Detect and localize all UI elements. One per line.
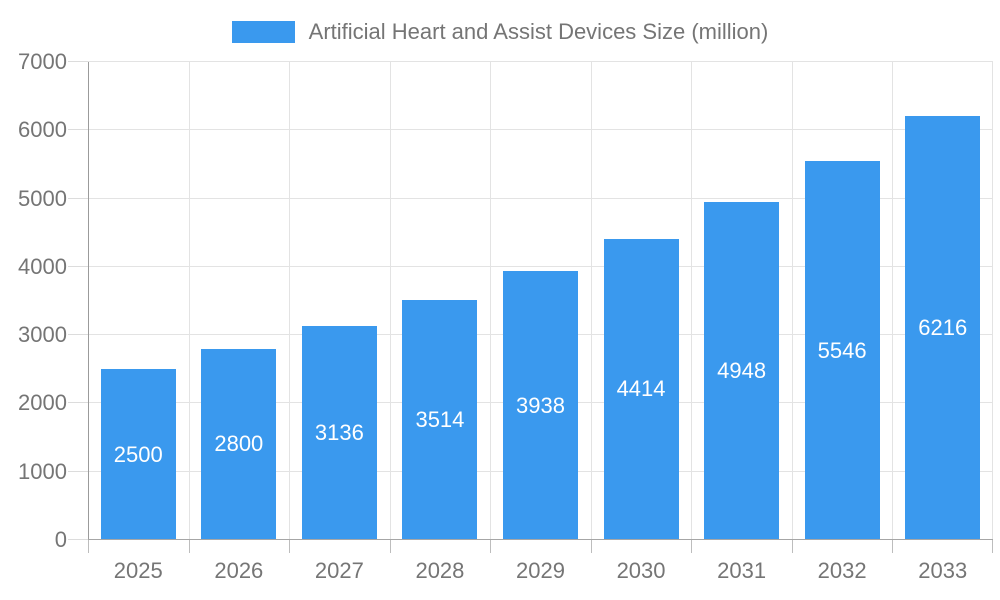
x-tick-label: 2026 bbox=[214, 558, 264, 583]
bar[interactable]: 5546 bbox=[804, 161, 880, 540]
x-tick-label: 2028 bbox=[415, 558, 465, 583]
y-tick bbox=[68, 197, 88, 199]
y-axis-line bbox=[88, 62, 89, 553]
y-tick-label: 7000 bbox=[18, 49, 67, 74]
legend-label: Artificial Heart and Assist Devices Size… bbox=[308, 19, 769, 44]
bar-value-label: 2500 bbox=[113, 441, 163, 467]
bar[interactable]: 4948 bbox=[704, 202, 780, 540]
y-tick-label: 3000 bbox=[18, 322, 67, 348]
y-tick bbox=[68, 334, 88, 336]
bar-value-label: 2800 bbox=[214, 431, 264, 457]
y-tick bbox=[68, 470, 88, 472]
bar[interactable]: 4414 bbox=[603, 238, 679, 540]
bar-value-label: 3514 bbox=[415, 407, 465, 433]
bar[interactable]: 2500 bbox=[100, 369, 176, 540]
x-tick bbox=[490, 540, 492, 553]
x-tick bbox=[992, 540, 993, 553]
x-axis-line bbox=[88, 539, 993, 540]
bar-value-label: 4948 bbox=[717, 358, 767, 384]
bar[interactable]: 3938 bbox=[503, 271, 578, 540]
gridline-vertical bbox=[992, 62, 993, 540]
y-tick bbox=[68, 539, 88, 540]
x-tick-label: 2031 bbox=[717, 558, 767, 583]
x-tick bbox=[590, 540, 592, 553]
bar[interactable]: 6216 bbox=[905, 115, 981, 540]
bar-value-label: 3136 bbox=[314, 419, 364, 445]
x-tick bbox=[188, 540, 190, 553]
gridline-vertical bbox=[289, 62, 291, 540]
x-tick bbox=[88, 540, 89, 553]
x-tick bbox=[691, 540, 693, 553]
bar[interactable]: 2800 bbox=[201, 348, 277, 540]
y-tick bbox=[68, 402, 88, 404]
y-tick-label: 1000 bbox=[18, 458, 67, 484]
x-tick bbox=[791, 540, 793, 553]
y-tick bbox=[68, 129, 88, 131]
bar[interactable]: 3136 bbox=[301, 325, 377, 540]
chart-legend[interactable]: Artificial Heart and Assist Devices Size… bbox=[0, 20, 1000, 44]
y-tick-label: 5000 bbox=[18, 185, 67, 211]
y-tick-label: 2000 bbox=[18, 390, 67, 416]
x-tick-label: 2029 bbox=[516, 558, 565, 583]
gridline-vertical bbox=[892, 62, 894, 540]
gridline-horizontal bbox=[88, 129, 993, 131]
gridline-vertical bbox=[188, 62, 190, 540]
bar-value-label: 5546 bbox=[817, 337, 867, 363]
x-tick-label: 2032 bbox=[817, 558, 867, 583]
y-tick-label: 0 bbox=[54, 527, 67, 552]
x-tick-label: 2033 bbox=[918, 558, 968, 583]
gridline-horizontal bbox=[88, 265, 993, 267]
plot-area: 0 1000 2000 3000 4000 5000 6000 7000 2025 2026 202… bbox=[18, 49, 993, 583]
x-tick-label: 2025 bbox=[113, 558, 163, 583]
y-tick bbox=[68, 61, 88, 62]
gridline-vertical bbox=[590, 62, 592, 540]
gridline-horizontal bbox=[88, 197, 993, 199]
y-tick bbox=[68, 265, 88, 267]
bar-value-label: 4414 bbox=[616, 376, 666, 402]
legend-swatch bbox=[231, 21, 295, 43]
gridline-horizontal bbox=[88, 61, 993, 62]
x-tick bbox=[892, 540, 894, 553]
bar[interactable]: 3514 bbox=[402, 300, 478, 540]
y-tick-label: 6000 bbox=[18, 117, 67, 143]
bar-value-label: 6216 bbox=[918, 314, 968, 340]
x-tick bbox=[289, 540, 291, 553]
bar-value-label: 3938 bbox=[516, 392, 565, 418]
y-tick-label: 4000 bbox=[18, 253, 67, 279]
gridline-vertical bbox=[791, 62, 793, 540]
gridline-vertical bbox=[490, 62, 492, 540]
x-tick-label: 2027 bbox=[314, 558, 364, 583]
gridline-vertical bbox=[389, 62, 391, 540]
x-tick-label: 2030 bbox=[616, 558, 666, 583]
x-tick bbox=[389, 540, 391, 553]
gridline-vertical bbox=[691, 62, 693, 540]
